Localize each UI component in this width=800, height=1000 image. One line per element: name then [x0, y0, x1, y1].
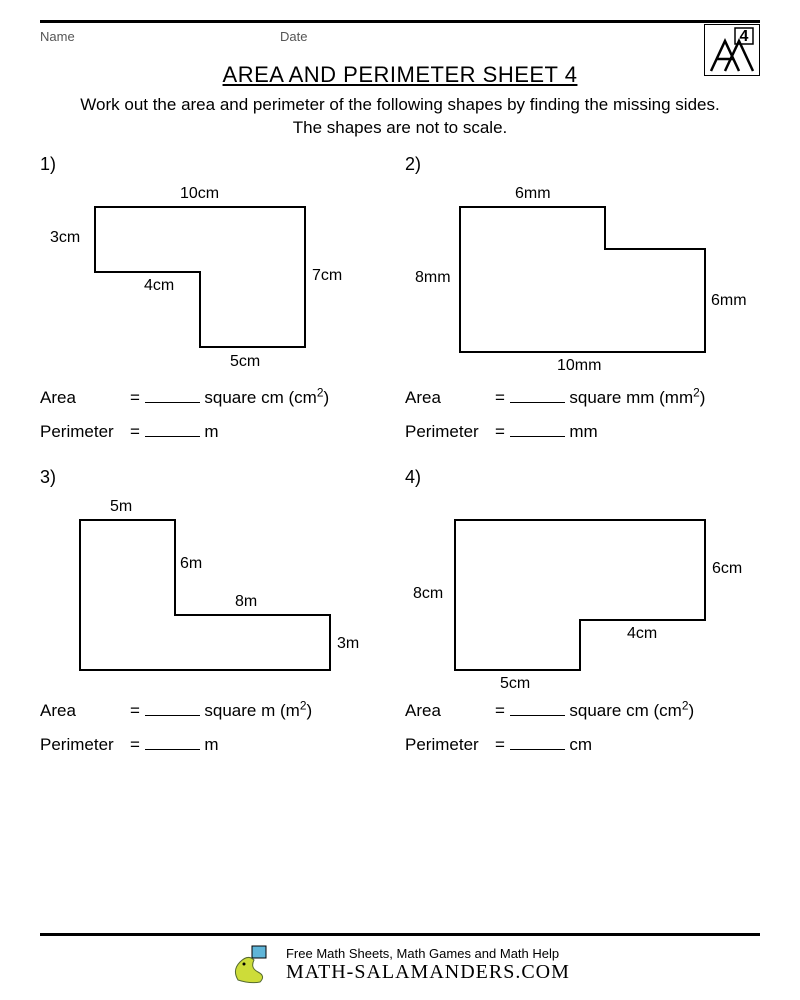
header-row: Name Date — [40, 29, 760, 44]
dimension-label: 10mm — [557, 357, 601, 375]
area-label: Area — [40, 694, 130, 728]
problem-number: 4) — [405, 467, 760, 488]
dimension-label: 6m — [180, 555, 202, 573]
page-title: AREA AND PERIMETER SHEET 4 — [40, 62, 760, 88]
area-unit: square cm (cm2) — [204, 388, 329, 407]
answer-lines: Area= square cm (cm2)Perimeter= m — [40, 381, 395, 449]
perimeter-unit: m — [204, 735, 218, 754]
area-label: Area — [40, 381, 130, 415]
dimension-label: 8mm — [415, 269, 451, 287]
dimension-label: 5m — [110, 498, 132, 516]
dimension-label: 6cm — [712, 560, 742, 578]
footer-brand: MATH-SALAMANDERS.COM — [286, 961, 570, 983]
grade-badge: 4 — [704, 24, 760, 76]
perimeter-unit: mm — [569, 422, 597, 441]
problem-number: 1) — [40, 154, 395, 175]
dimension-label: 5cm — [230, 353, 260, 371]
dimension-label: 3m — [337, 635, 359, 653]
dimension-label: 4cm — [627, 625, 657, 643]
instructions: Work out the area and perimeter of the f… — [70, 94, 730, 140]
area-unit: square cm (cm2) — [569, 701, 694, 720]
name-label: Name — [40, 29, 280, 44]
perimeter-blank[interactable] — [510, 733, 565, 750]
area-label: Area — [405, 694, 495, 728]
perimeter-unit: m — [204, 422, 218, 441]
problem: 4)6cm8cm4cm5cmArea= square cm (cm2)Perim… — [405, 467, 760, 762]
shape-diagram: 6cm 8cm 4cm 5cm — [405, 490, 760, 690]
dimension-label: 7cm — [312, 267, 342, 285]
problems-grid: 1)10cm3cm7cm4cm5cmArea= square cm (cm2)P… — [40, 154, 760, 762]
perimeter-label: Perimeter — [40, 415, 130, 449]
answer-lines: Area= square m (m2)Perimeter= m — [40, 694, 395, 762]
perimeter-blank[interactable] — [145, 733, 200, 750]
area-blank[interactable] — [510, 386, 565, 403]
perimeter-blank[interactable] — [510, 420, 565, 437]
footer-rule — [40, 933, 760, 936]
answer-lines: Area= square cm (cm2)Perimeter= cm — [405, 694, 760, 762]
footer: Free Math Sheets, Math Games and Math He… — [0, 933, 800, 984]
date-label: Date — [280, 29, 760, 44]
dimension-label: 8m — [235, 593, 257, 611]
answer-lines: Area= square mm (mm2)Perimeter= mm — [405, 381, 760, 449]
area-label: Area — [405, 381, 495, 415]
footer-tagline: Free Math Sheets, Math Games and Math He… — [286, 946, 559, 961]
dimension-label: 8cm — [413, 585, 443, 603]
dimension-label: 3cm — [50, 229, 80, 247]
perimeter-blank[interactable] — [145, 420, 200, 437]
shape-diagram: 5m 6m 8m 3m — [40, 490, 395, 690]
area-unit: square m (m2) — [204, 701, 312, 720]
area-blank[interactable] — [145, 386, 200, 403]
problem: 3)5m6m8m3mArea= square m (m2)Perimeter= … — [40, 467, 395, 762]
shape-diagram: 6mm 8mm 6mm 10mm — [405, 177, 760, 377]
area-unit: square mm (mm2) — [569, 388, 705, 407]
area-blank[interactable] — [510, 699, 565, 716]
dimension-label: 5cm — [500, 675, 530, 693]
problem-number: 2) — [405, 154, 760, 175]
dimension-label: 4cm — [144, 277, 174, 295]
perimeter-label: Perimeter — [405, 415, 495, 449]
perimeter-label: Perimeter — [405, 728, 495, 762]
salamander-icon — [230, 944, 276, 984]
problem: 2)6mm8mm6mm10mmArea= square mm (mm2)Peri… — [405, 154, 760, 449]
dimension-label: 6mm — [515, 185, 551, 203]
area-blank[interactable] — [145, 699, 200, 716]
dimension-label: 10cm — [180, 185, 219, 203]
dimension-label: 6mm — [711, 292, 747, 310]
perimeter-label: Perimeter — [40, 728, 130, 762]
problem: 1)10cm3cm7cm4cm5cmArea= square cm (cm2)P… — [40, 154, 395, 449]
shape-diagram: 10cm 3cm 7cm 4cm 5cm — [40, 177, 395, 377]
perimeter-unit: cm — [569, 735, 592, 754]
top-rule — [40, 20, 760, 23]
problem-number: 3) — [40, 467, 395, 488]
